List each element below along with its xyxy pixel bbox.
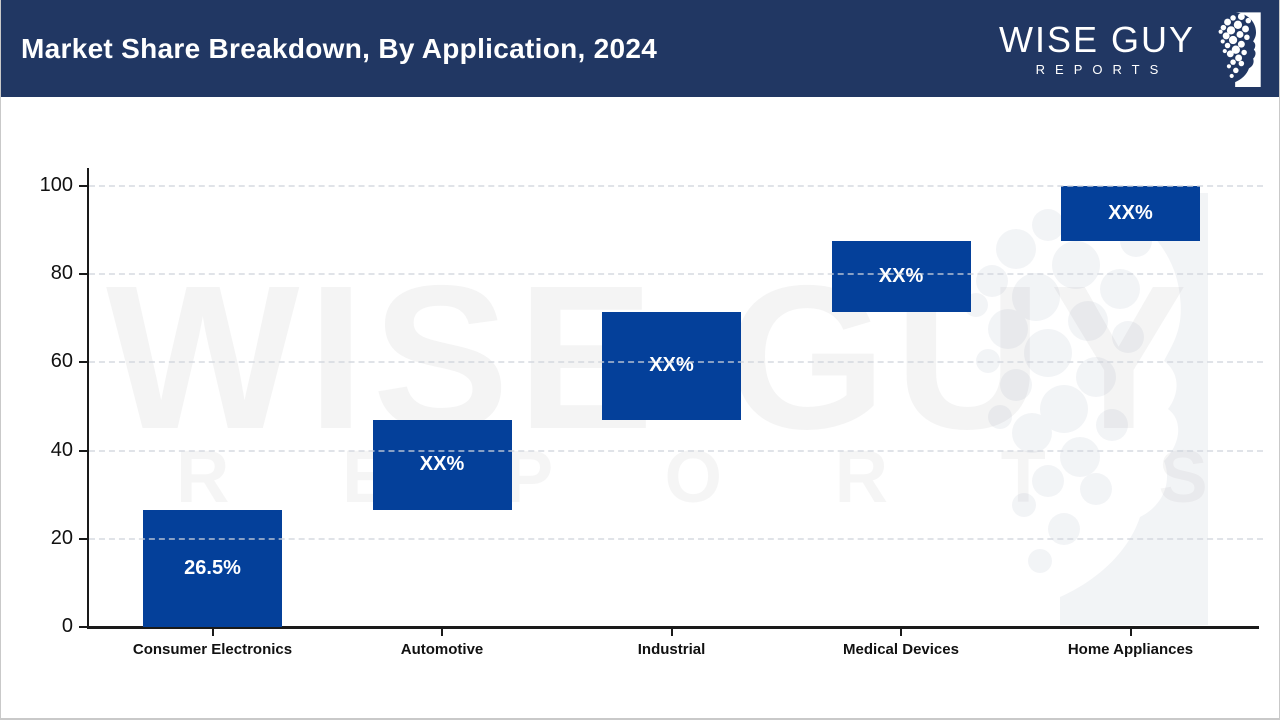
x-tick-mark <box>441 629 443 636</box>
y-axis <box>87 168 89 629</box>
y-tick-mark <box>79 626 87 628</box>
x-category-label: Consumer Electronics <box>132 641 293 658</box>
x-category-label: Industrial <box>637 641 706 658</box>
waterfall-chart: 0 20 40 60 80 100 26.5% Consumer Electronics XX%… <box>1 97 1279 718</box>
bar-medical-devices: XX% <box>831 241 971 312</box>
x-tick-mark <box>670 629 673 636</box>
y-tick-mark <box>79 537 87 540</box>
x-tick-mark <box>900 629 902 636</box>
y-tick-label: 40 <box>50 438 73 461</box>
bar-value-label: XX% <box>878 264 924 287</box>
gridline-80 <box>89 273 1263 276</box>
y-tick-label: 80 <box>50 262 73 285</box>
x-axis <box>87 626 1259 629</box>
x-category-label: Medical Devices <box>843 641 959 658</box>
bar-automotive: XX% <box>372 419 512 511</box>
header-bar: Market Share Breakdown, By Application, … <box>1 0 1279 97</box>
wise-guy-reports-logo: WISE GUY REPORTS <box>999 11 1263 87</box>
y-tick-mark <box>79 361 87 364</box>
gridline-40 <box>89 449 1263 452</box>
x-tick-mark <box>211 629 214 636</box>
y-tick-label: 100 <box>39 174 73 196</box>
y-tick-mark <box>79 449 87 452</box>
bar-value-label: XX% <box>1108 202 1153 225</box>
gridline-60 <box>89 361 1263 364</box>
x-tick-mark <box>1129 629 1132 636</box>
bar-value-label: XX% <box>649 354 694 377</box>
y-tick-label: 20 <box>50 526 73 549</box>
y-tick-mark <box>79 273 87 276</box>
gridline-20 <box>89 537 1263 540</box>
dot-face-icon <box>1199 11 1263 87</box>
bar-home-appliances: XX% <box>1061 186 1200 242</box>
x-category-label: Automotive <box>400 641 484 658</box>
chart-title: Market Share Breakdown, By Application, … <box>21 32 658 64</box>
bar-consumer-electronics: 26.5% <box>143 510 282 627</box>
logo-wordmark: WISE GUY <box>998 18 1195 60</box>
plot-area: 0 20 40 60 80 100 26.5% Consumer Electronics XX%… <box>40 174 1263 658</box>
y-tick-label: 60 <box>50 350 73 373</box>
bar-value-label: XX% <box>419 453 465 476</box>
x-category-label: Home Appliances <box>1067 641 1194 658</box>
bar-value-label: 26.5% <box>184 557 241 580</box>
logo-text: WISE GUY REPORTS <box>998 18 1195 77</box>
y-tick-label: 0 <box>61 615 73 637</box>
gridline-100 <box>89 185 1263 187</box>
y-tick-mark <box>79 185 87 187</box>
logo-subtitle: REPORTS <box>1035 61 1169 77</box>
bar-industrial: XX% <box>602 311 741 420</box>
